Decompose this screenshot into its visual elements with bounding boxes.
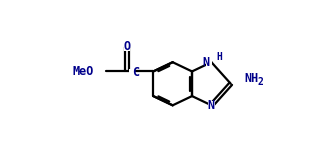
Text: MeO: MeO [72,65,93,78]
Text: C: C [132,66,140,80]
Text: N: N [202,56,209,69]
Text: H: H [217,52,223,62]
Bar [206,58,212,66]
Bar [129,69,135,77]
Bar [124,43,130,51]
Text: NH: NH [245,72,259,85]
Bar [74,67,92,76]
Bar [208,101,214,109]
Text: 2: 2 [257,77,263,87]
Text: O: O [123,40,131,53]
Text: N: N [208,99,215,112]
